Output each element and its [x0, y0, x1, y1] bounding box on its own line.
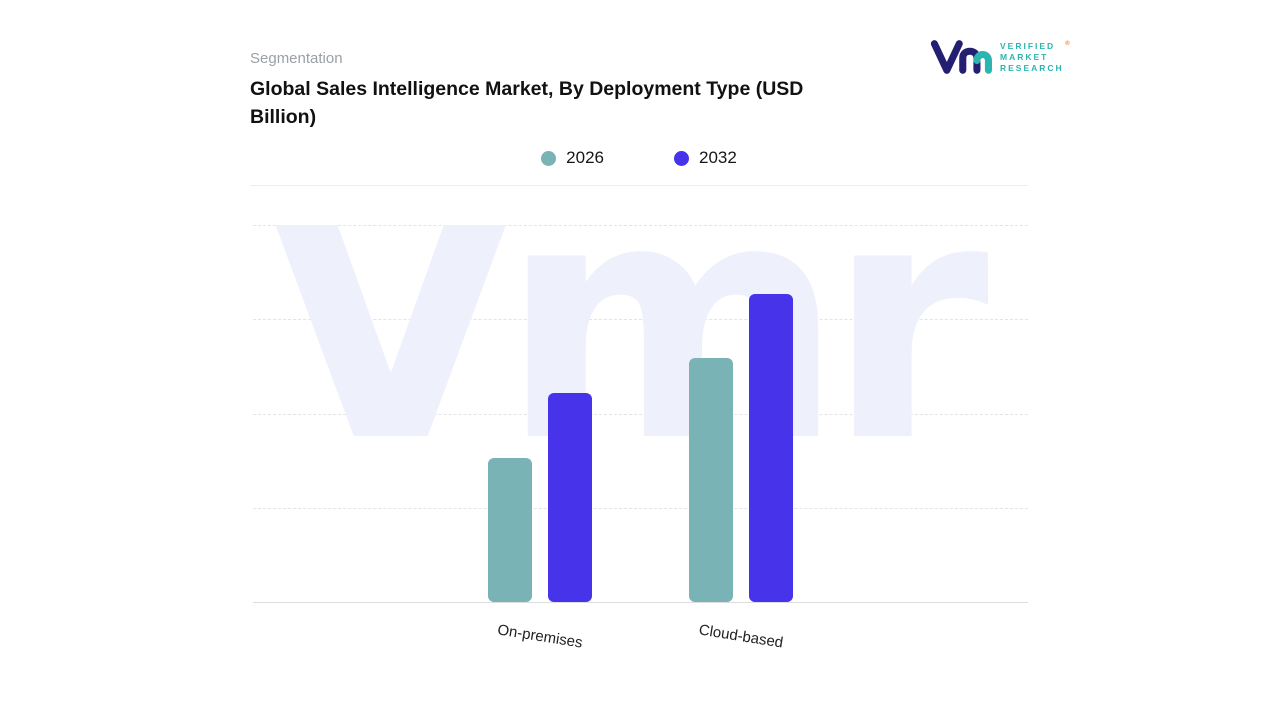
logo-line-2: MARKET: [1000, 51, 1049, 62]
gridline: [253, 508, 1028, 509]
legend-label-2032: 2032: [699, 148, 737, 167]
vmr-logo-text: VERIFIED ® MARKET RESEARCH: [1000, 40, 1072, 74]
legend-swatch-2026: [541, 150, 557, 166]
gridline: [253, 225, 1028, 226]
legend-item-2026[interactable]: 2026: [541, 148, 604, 168]
vmr-logo: VERIFIED ® MARKET RESEARCH: [930, 36, 1072, 78]
vmr-logo-mark: [930, 40, 992, 74]
eyebrow-segmentation: Segmentation: [250, 50, 343, 67]
logo-line-3: RESEARCH: [1000, 62, 1064, 73]
bar-2026-on-premises[interactable]: [487, 458, 532, 602]
header-divider: [250, 185, 1028, 186]
plot-area: Vmr: [253, 225, 1028, 603]
bar-group-cloud-based: [689, 294, 794, 602]
registered-mark: ®: [1065, 40, 1072, 47]
gridline: [253, 319, 1028, 320]
legend-swatch-2032: [674, 150, 689, 166]
bar-group-on-premises: [487, 393, 592, 602]
category-label-cloud-based: Cloud-based: [697, 621, 785, 652]
bar-2026-cloud-based[interactable]: [689, 358, 734, 602]
category-label-on-premises: On-premises: [496, 621, 584, 652]
bar-2032-on-premises[interactable]: [547, 393, 592, 602]
legend: 2026 2032: [250, 148, 1028, 168]
chart-title: Global Sales Intelligence Market, By Dep…: [250, 78, 804, 128]
gridline: [253, 414, 1028, 415]
vmr-watermark: Vmr: [263, 225, 989, 514]
legend-item-2032[interactable]: 2032: [674, 148, 737, 168]
bar-2032-cloud-based[interactable]: [749, 294, 794, 602]
legend-label-2026: 2026: [566, 148, 604, 167]
logo-line-1: VERIFIED ®: [1000, 40, 1072, 51]
